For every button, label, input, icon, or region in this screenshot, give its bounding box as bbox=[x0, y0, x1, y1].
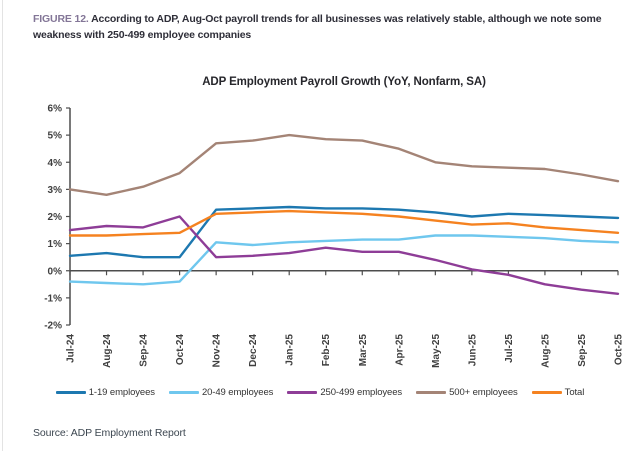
legend-label: 20-49 employees bbox=[201, 386, 274, 398]
x-axis-month-label: Jul-25 bbox=[504, 334, 515, 363]
x-axis-month-label: Sep-24 bbox=[139, 334, 150, 367]
x-axis-month-label: May-25 bbox=[431, 334, 442, 368]
x-axis-month-label: Jan-25 bbox=[285, 334, 296, 366]
x-axis-month-label: Jun-25 bbox=[467, 334, 478, 367]
chart-legend: 1-19 employees 20-49 employees 250-499 emp… bbox=[0, 384, 640, 400]
legend-item-500-employees: 500+ employees bbox=[416, 387, 518, 398]
legend-swatch bbox=[55, 390, 86, 394]
series-line-250-499-employees bbox=[68, 215, 620, 295]
y-axis-tick-label: 4% bbox=[48, 158, 63, 169]
legend-swatch bbox=[531, 390, 562, 394]
y-axis-tick-label: 3% bbox=[48, 185, 63, 196]
x-axis-month-label: Apr-25 bbox=[394, 334, 405, 366]
x-axis-month-label: Dec-24 bbox=[248, 334, 259, 367]
x-axis-month-label: Jul-24 bbox=[66, 334, 77, 363]
source-note: Source: ADP Employment Report bbox=[33, 427, 186, 439]
legend-item-total: Total bbox=[531, 386, 585, 398]
y-axis-tick-label: -2% bbox=[44, 321, 62, 332]
y-axis-tick-label: -1% bbox=[44, 293, 62, 304]
legend-label: Total bbox=[564, 386, 585, 398]
x-axis-month-label: Aug-24 bbox=[102, 334, 113, 368]
legend-item-1-19-employees: 1-19 employees bbox=[55, 386, 155, 398]
x-axis-month-label: Mar-25 bbox=[358, 334, 369, 367]
chart-title: ADP Employment Payroll Growth (YoY, Nonf… bbox=[202, 76, 486, 88]
legend-swatch bbox=[416, 390, 447, 394]
y-axis-tick-label: 2% bbox=[48, 212, 63, 223]
page-left-edge bbox=[2, 0, 3, 451]
figure-header-text: According to ADP, Aug-Oct payroll trends… bbox=[33, 13, 602, 41]
x-axis-month-label: Oct-25 bbox=[614, 334, 625, 366]
x-axis-month-label: Oct-24 bbox=[175, 334, 186, 366]
figure-number-label: FIGURE 12. bbox=[33, 13, 89, 25]
legend-swatch bbox=[168, 390, 199, 394]
legend-label: 1-19 employees bbox=[88, 386, 155, 398]
y-axis-tick-label: 0% bbox=[48, 266, 63, 277]
series-line-500-employees bbox=[68, 133, 620, 197]
y-axis-tick-label: 6% bbox=[48, 104, 63, 115]
x-axis-month-label: Aug-25 bbox=[540, 334, 551, 368]
legend-label: 500+ employees bbox=[449, 386, 518, 398]
legend-item-20-49-employees: 20-49 employees bbox=[168, 386, 274, 398]
legend-swatch bbox=[287, 390, 318, 394]
x-axis-month-label: Sep-25 bbox=[577, 334, 588, 367]
x-axis-month-label: Feb-25 bbox=[321, 334, 332, 367]
legend-label: 250-499 employees bbox=[320, 386, 403, 398]
figure-header: FIGURE 12. According to ADP, Aug-Oct pay… bbox=[33, 11, 629, 43]
series-line-total bbox=[68, 209, 620, 237]
series-line-20-49-employees bbox=[68, 234, 620, 286]
legend-item-250-499-employees: 250-499 employees bbox=[287, 387, 402, 398]
y-axis-tick-label: 1% bbox=[48, 239, 63, 250]
x-axis-month-label: Nov-24 bbox=[212, 334, 223, 368]
y-axis-tick-label: 5% bbox=[48, 131, 63, 142]
series-line-1-19-employees bbox=[68, 205, 620, 259]
